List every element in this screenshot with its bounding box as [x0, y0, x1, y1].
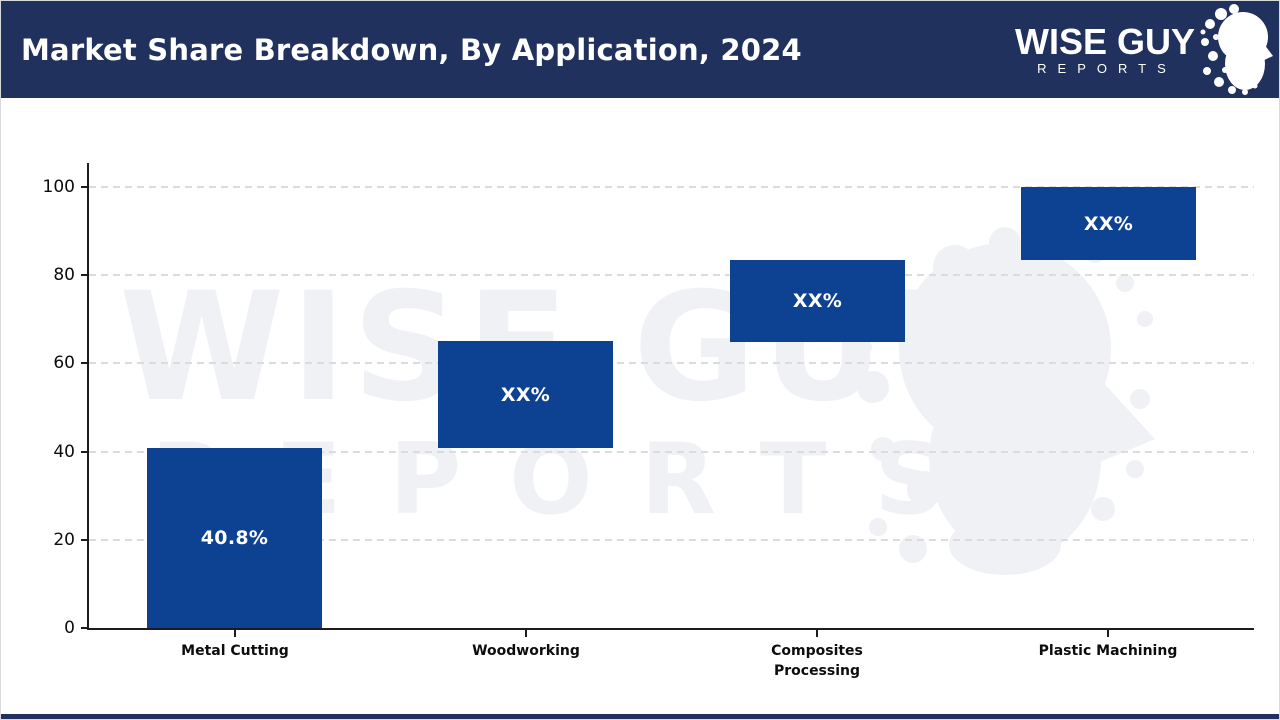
header-bar: Market Share Breakdown, By Application, … — [1, 1, 1279, 98]
y-axis-tick — [81, 274, 89, 277]
y-axis-tick — [81, 362, 89, 365]
gridline — [89, 186, 1254, 188]
y-axis-tick — [81, 186, 89, 188]
x-tick-label: Composites Processing — [771, 643, 863, 680]
gridline — [89, 450, 1254, 453]
y-axis-tick — [81, 538, 89, 541]
y-tick-label: 60 — [53, 353, 75, 374]
page-title: Market Share Breakdown, By Application, … — [21, 32, 802, 67]
y-axis-tick — [81, 450, 89, 453]
x-tick-label: Plastic Machining — [1038, 643, 1178, 659]
x-axis-line — [87, 628, 1254, 630]
gridline — [89, 274, 1254, 277]
bar-woodworking: XX% — [438, 341, 613, 448]
x-tick-label: Woodworking — [472, 643, 580, 659]
x-axis-tick — [234, 629, 236, 637]
gridline — [89, 538, 1254, 541]
y-tick-label: 40 — [53, 441, 75, 462]
x-axis-tick — [525, 629, 527, 637]
bar-value-label: 40.8% — [200, 527, 269, 549]
bar-composites-processing: XX% — [730, 260, 905, 342]
y-tick-label: 80 — [53, 265, 75, 286]
gridline — [89, 362, 1254, 365]
x-tick-label: Metal Cutting — [181, 643, 289, 659]
y-axis-tick — [81, 627, 89, 629]
bar-value-label: XX% — [792, 290, 843, 312]
watermark-head-icon — [857, 227, 1155, 575]
footer-bar — [1, 714, 1279, 719]
bar-plastic-machining: XX% — [1021, 187, 1196, 260]
bar-value-label: XX% — [500, 383, 551, 406]
logo-head-icon — [1200, 3, 1273, 95]
bar-metal-cutting: 40.8% — [147, 448, 322, 628]
wiseguy-logo: WISE GUY REPORTS — [1014, 3, 1279, 96]
y-axis-line — [87, 163, 89, 630]
x-axis-tick — [1107, 629, 1109, 637]
x-axis-tick — [816, 629, 818, 637]
logo-title-text: WISE GUY — [1014, 20, 1195, 62]
y-tick-label: 0 — [64, 618, 75, 638]
logo-wordmark: WISE GUY REPORTS — [1014, 20, 1195, 77]
logo-subtitle-text: REPORTS — [1037, 61, 1177, 77]
bar-value-label: XX% — [1083, 212, 1134, 235]
y-tick-label: 100 — [42, 177, 75, 197]
y-tick-label: 20 — [53, 529, 75, 550]
